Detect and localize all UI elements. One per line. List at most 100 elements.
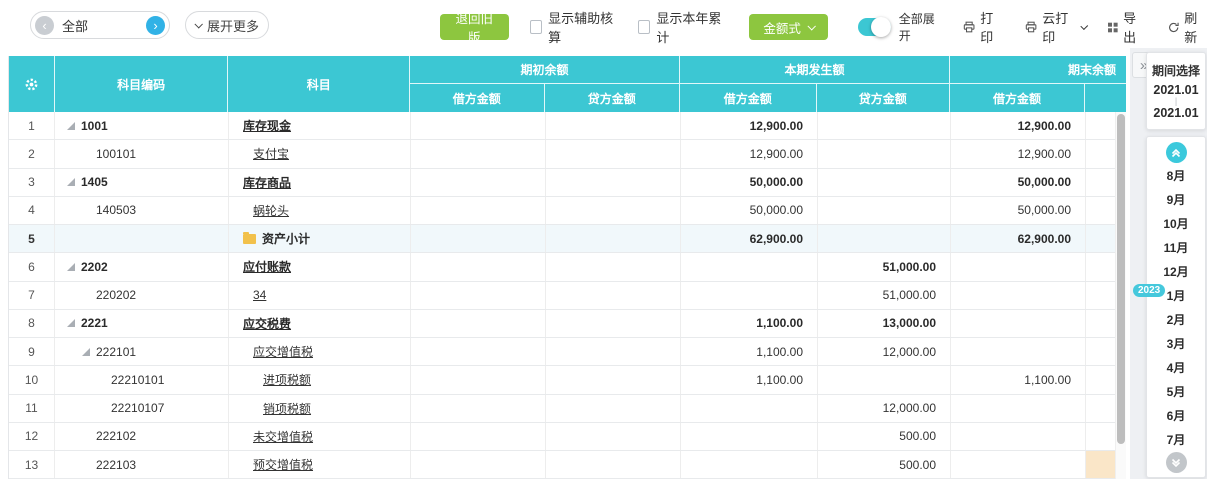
account-name-cell: 34 xyxy=(229,281,411,309)
scroll-up-button[interactable] xyxy=(1165,142,1187,163)
print-button[interactable]: 打印 xyxy=(963,8,1003,46)
month-item[interactable]: 2月 xyxy=(1166,312,1186,327)
table-row[interactable]: 2 100101 支付宝 12,900.00 12,900.00 xyxy=(9,140,1126,169)
chevron-down-icon xyxy=(1080,22,1089,31)
period-range-card: 期间选择 2021.01 | 2021.01 xyxy=(1146,52,1206,130)
table-row[interactable]: 10 22210101 进项税额 1,100.00 1,100.00 xyxy=(9,366,1126,395)
vertical-scrollbar[interactable] xyxy=(1115,112,1126,479)
prev-account-button[interactable]: ‹ xyxy=(35,15,54,35)
expand-all-label: 全部展开 xyxy=(898,12,935,43)
export-button[interactable]: 导出 xyxy=(1108,8,1145,46)
gear-icon xyxy=(25,78,38,90)
account-code-cell: 22210101 xyxy=(55,366,229,394)
extra-cell xyxy=(1086,281,1116,309)
expand-more-button[interactable]: 展开更多 xyxy=(185,11,269,39)
month-item[interactable]: 9月 xyxy=(1166,192,1186,207)
amount-style-label: 金额式 xyxy=(763,21,801,36)
table-row[interactable]: 7 220202 34 51,000.00 xyxy=(9,281,1126,310)
month-item[interactable]: 10月 xyxy=(1163,216,1189,231)
scroll-down-button[interactable] xyxy=(1165,452,1187,473)
amount-cell: 1,100.00 xyxy=(681,366,818,394)
account-name-link[interactable]: 库存商品 xyxy=(243,175,292,190)
account-name-link[interactable]: 未交增值税 xyxy=(253,429,314,444)
expand-triangle-icon[interactable] xyxy=(82,347,90,356)
show-aux-accounting-checkbox[interactable] xyxy=(529,20,543,34)
amount-cell xyxy=(546,196,681,224)
month-item[interactable]: 1月 2023 xyxy=(1133,283,1205,307)
table-row[interactable]: 11 22210107 销项税额 12,000.00 xyxy=(9,394,1126,423)
amount-cell: 51,000.00 xyxy=(818,253,951,281)
account-code-cell: 222103 xyxy=(55,451,229,479)
cloud-print-button[interactable]: 云打印 xyxy=(1025,8,1089,46)
amount-cell: 1,100.00 xyxy=(681,338,818,366)
extra-cell xyxy=(1086,394,1116,422)
account-name-cell: 库存商品 xyxy=(229,168,411,196)
chevron-down-icon xyxy=(194,20,203,29)
table-row[interactable]: 5 资产小计 62,900.00 62,900.00 xyxy=(9,225,1126,254)
table-row[interactable]: 8 2221 应交税费 1,100.00 13,000.00 xyxy=(9,309,1126,338)
account-name-link[interactable]: 34 xyxy=(253,288,267,303)
column-settings-button[interactable] xyxy=(9,56,55,112)
amount-cell xyxy=(681,451,818,479)
amount-cell xyxy=(546,168,681,196)
account-name-link[interactable]: 销项税额 xyxy=(263,401,312,416)
table-row[interactable]: 3 1405 库存商品 50,000.00 50,000.00 xyxy=(9,168,1126,197)
month-item[interactable]: 7月 xyxy=(1166,432,1186,447)
chevron-left-icon: ‹ xyxy=(42,17,47,33)
row-number: 12 xyxy=(9,422,55,450)
account-name-cell: 库存现金 xyxy=(229,112,411,140)
show-ytd-checkbox[interactable] xyxy=(637,20,651,34)
amount-cell: 50,000.00 xyxy=(951,168,1086,196)
table-row[interactable]: 4 140503 蜗轮头 50,000.00 50,000.00 xyxy=(9,196,1126,225)
expand-triangle-icon[interactable] xyxy=(67,319,75,328)
account-code-cell: 1405 xyxy=(55,168,229,196)
amount-cell xyxy=(411,112,546,140)
table-row[interactable]: 13 222103 预交增值税 500.00 xyxy=(9,451,1126,479)
account-name-link[interactable]: 支付宝 xyxy=(253,147,290,162)
account-name-link[interactable]: 应交增值税 xyxy=(253,345,314,360)
account-name-link[interactable]: 库存现金 xyxy=(243,119,292,134)
back-to-old-version-button[interactable]: 退回旧版 xyxy=(440,12,509,45)
account-name-cell: 销项税额 xyxy=(229,394,411,422)
table-row[interactable]: 12 222102 未交增值税 500.00 xyxy=(9,422,1126,451)
expand-triangle-icon[interactable] xyxy=(67,121,75,130)
month-item[interactable]: 8月 xyxy=(1166,168,1186,183)
period-start-value[interactable]: 2021.01 xyxy=(1153,83,1199,97)
account-code: 220202 xyxy=(96,288,137,303)
account-code: 222103 xyxy=(96,457,137,472)
period-select-title: 期间选择 xyxy=(1151,64,1200,78)
month-item[interactable]: 12月 xyxy=(1163,264,1189,279)
month-item[interactable]: 4月 xyxy=(1166,360,1186,375)
expand-all-toggle[interactable] xyxy=(858,17,891,37)
refresh-button[interactable]: 刷新 xyxy=(1168,8,1207,46)
account-name-link[interactable]: 进项税额 xyxy=(263,373,312,388)
account-name-link[interactable]: 预交增值税 xyxy=(253,458,314,473)
year-badge: 2023 xyxy=(1133,284,1166,297)
month-item[interactable]: 5月 xyxy=(1166,384,1186,399)
table-row[interactable]: 6 2202 应付账款 51,000.00 xyxy=(9,253,1126,282)
row-number: 13 xyxy=(9,451,55,479)
amount-cell xyxy=(411,451,546,479)
account-name-link[interactable]: 应付账款 xyxy=(243,260,292,275)
row-number: 8 xyxy=(9,309,55,337)
amount-style-button[interactable]: 金额式 xyxy=(748,14,829,40)
month-item[interactable]: 3月 xyxy=(1166,336,1186,351)
period-end-value[interactable]: 2021.01 xyxy=(1153,106,1199,120)
next-account-button[interactable]: › xyxy=(146,15,165,35)
table-row[interactable]: 1 1001 库存现金 12,900.00 12,900.00 xyxy=(9,112,1126,141)
amount-cell xyxy=(951,394,1086,422)
header-ending-balance: 期末余额 xyxy=(950,56,1126,84)
account-code-cell: 140503 xyxy=(55,196,229,224)
month-item[interactable]: 11月 xyxy=(1163,240,1189,255)
refresh-label: 刷新 xyxy=(1184,11,1198,45)
account-name-link[interactable]: 应交税费 xyxy=(243,316,292,331)
expand-triangle-icon[interactable] xyxy=(67,178,75,187)
table-row[interactable]: 9 222101 应交增值税 1,100.00 12,000.00 xyxy=(9,338,1126,367)
account-filter[interactable]: ‹ 全部 › xyxy=(30,11,170,39)
scrollbar-thumb[interactable] xyxy=(1117,114,1125,444)
account-name-link[interactable]: 蜗轮头 xyxy=(253,203,290,218)
row-number: 5 xyxy=(9,225,55,253)
month-item[interactable]: 6月 xyxy=(1166,408,1186,423)
header-current-credit: 贷方金额 xyxy=(858,91,907,106)
expand-triangle-icon[interactable] xyxy=(67,262,75,271)
